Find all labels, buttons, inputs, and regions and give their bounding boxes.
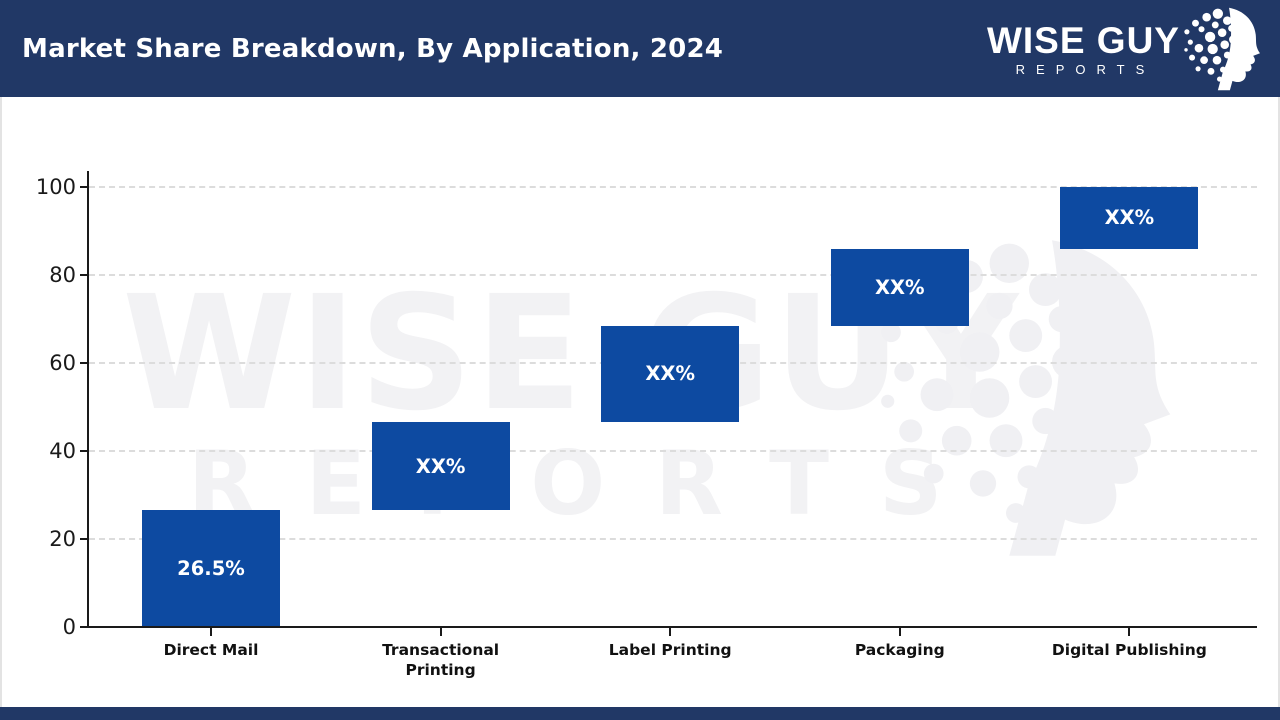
y-axis-tick bbox=[80, 450, 88, 452]
x-tick-label: Digital Publishing bbox=[1051, 641, 1207, 659]
y-tick-label: 80 bbox=[49, 263, 76, 287]
logo-wordmark-line1: WISE GUY bbox=[986, 19, 1180, 61]
y-tick-label: 40 bbox=[49, 439, 76, 463]
gridline bbox=[89, 450, 1257, 452]
x-tick-label: Label Printing bbox=[608, 641, 732, 659]
bar-value-label: 26.5% bbox=[177, 557, 245, 581]
y-axis-tick bbox=[80, 626, 88, 628]
logo-wordmark-line2: REPORTS bbox=[1015, 61, 1156, 77]
header-bar: Market Share Breakdown, By Application, … bbox=[0, 0, 1280, 97]
logo-head-icon bbox=[1184, 7, 1260, 91]
y-tick-label: 60 bbox=[49, 351, 76, 375]
bar: XX% bbox=[371, 422, 510, 511]
y-axis-tick bbox=[80, 274, 88, 276]
x-tick-label: Direct Mail bbox=[163, 641, 259, 659]
y-tick-label: 20 bbox=[49, 527, 76, 551]
x-axis-tick bbox=[439, 628, 442, 636]
bar: XX% bbox=[1060, 187, 1199, 249]
bar-value-label: XX% bbox=[1104, 206, 1155, 230]
footer-bar bbox=[0, 707, 1280, 720]
x-axis-tick bbox=[898, 628, 901, 636]
bar: XX% bbox=[601, 325, 740, 423]
y-tick-label: 100 bbox=[35, 175, 76, 199]
y-tick-label: 0 bbox=[62, 615, 76, 639]
y-axis-line bbox=[87, 171, 89, 628]
gridline bbox=[89, 538, 1257, 540]
y-axis-tick bbox=[80, 362, 88, 364]
bar-value-label: XX% bbox=[645, 362, 695, 386]
x-axis-tick bbox=[210, 628, 212, 636]
y-axis-tick bbox=[80, 538, 88, 540]
gridline bbox=[89, 186, 1257, 188]
x-axis-tick bbox=[669, 628, 672, 636]
chart-title: Market Share Breakdown, By Application, … bbox=[22, 33, 724, 64]
gridline bbox=[89, 274, 1257, 276]
bar-value-label: XX% bbox=[874, 275, 925, 299]
bar-value-label: XX% bbox=[415, 454, 466, 478]
x-axis-tick bbox=[1128, 628, 1131, 636]
x-tick-label: Packaging bbox=[854, 641, 945, 659]
bar: 26.5% bbox=[142, 510, 280, 627]
watermark-text-line2: REPORTS bbox=[188, 432, 993, 535]
bar: XX% bbox=[830, 248, 969, 326]
x-axis-line bbox=[86, 626, 1257, 628]
y-axis-tick bbox=[80, 186, 88, 188]
logo-wordmark: WISE GUY REPORTS bbox=[987, 22, 1180, 77]
wise-guy-reports-logo: WISE GUY REPORTS bbox=[987, 6, 1266, 92]
x-tick-label: Transactional Printing bbox=[382, 641, 500, 679]
